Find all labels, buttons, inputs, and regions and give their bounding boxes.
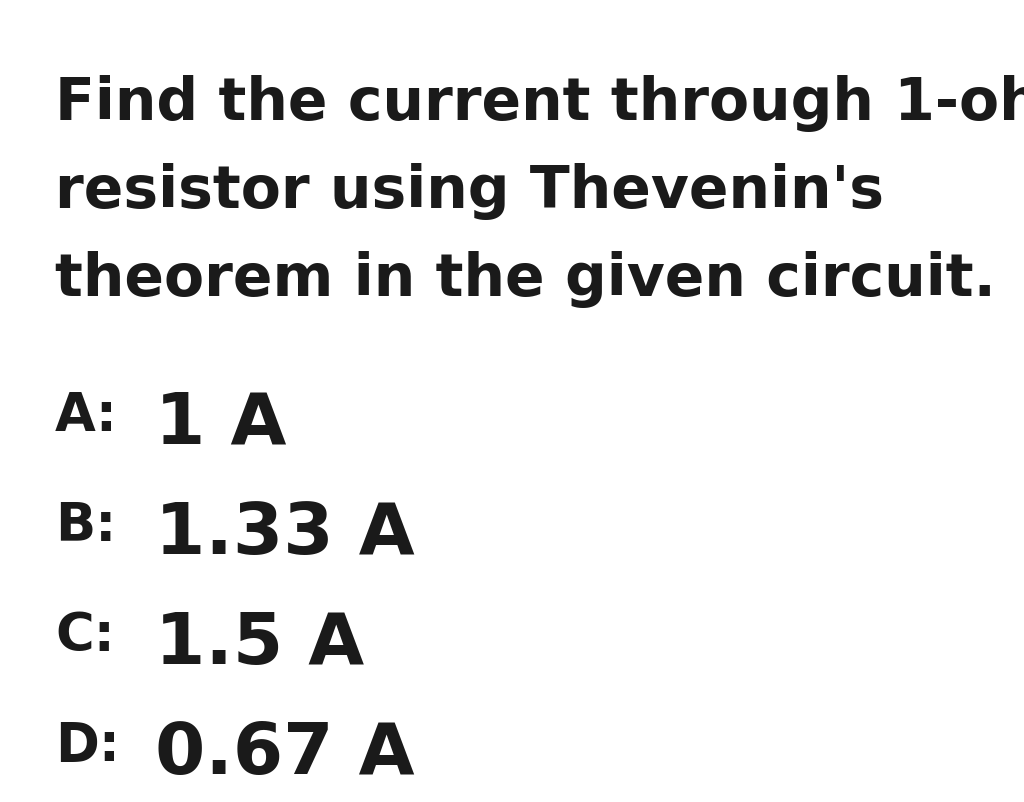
Text: 1.5 A: 1.5 A [155, 610, 365, 679]
Text: 1 A: 1 A [155, 390, 287, 459]
Text: 0.67 A: 0.67 A [155, 720, 415, 789]
Text: resistor using Thevenin's: resistor using Thevenin's [55, 163, 884, 220]
Text: B:: B: [55, 500, 117, 552]
Text: A:: A: [55, 390, 118, 442]
Text: 1.33 A: 1.33 A [155, 500, 415, 569]
Text: D:: D: [55, 720, 120, 772]
Text: Find the current through 1-ohm: Find the current through 1-ohm [55, 75, 1024, 132]
Text: C:: C: [55, 610, 115, 662]
Text: theorem in the given circuit.: theorem in the given circuit. [55, 251, 996, 308]
